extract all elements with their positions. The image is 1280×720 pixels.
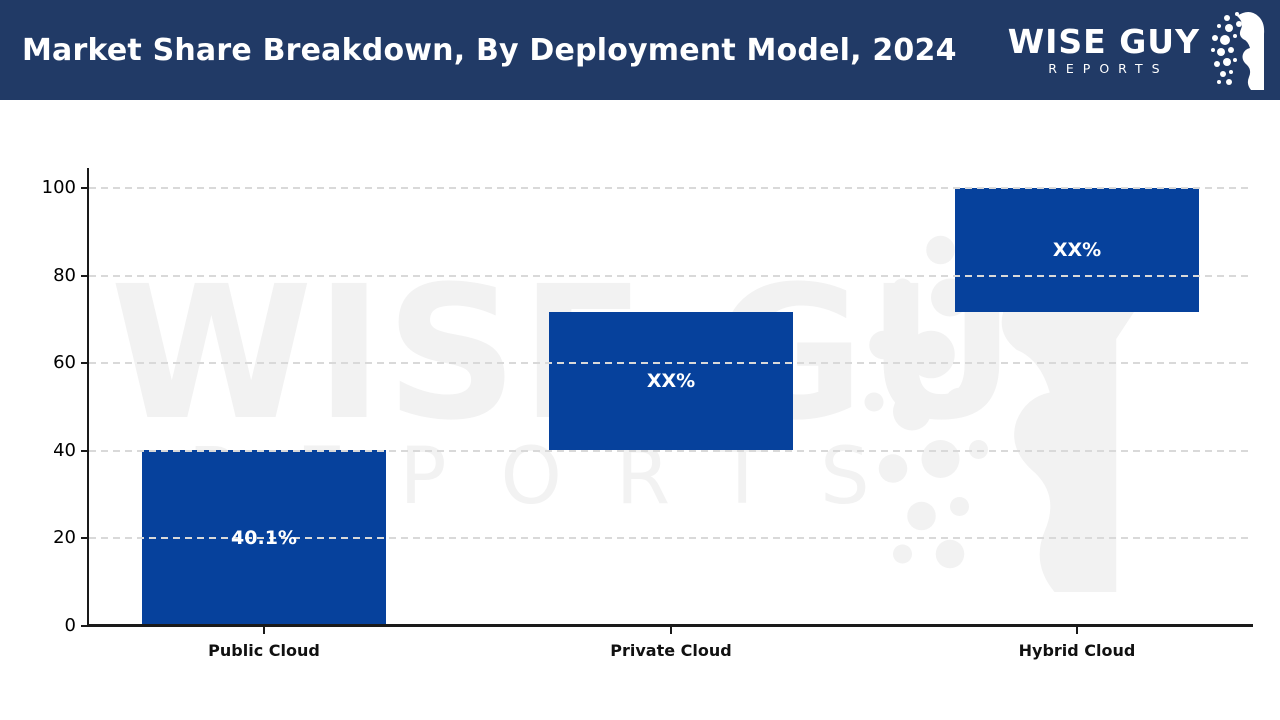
gridline xyxy=(89,449,1253,452)
logo-wordmark: WISE GUY xyxy=(1007,21,1200,61)
logo-text: WISE GUY REPORTS xyxy=(1007,21,1200,77)
y-tick-mark xyxy=(81,537,88,540)
y-tick-label: 80 xyxy=(53,264,76,286)
category-label: Hybrid Cloud xyxy=(1018,641,1136,660)
y-tick-label: 100 xyxy=(41,177,76,198)
y-tick-mark xyxy=(81,187,88,189)
logo-subtitle: REPORTS xyxy=(1048,61,1169,77)
wiseguy-face-icon xyxy=(1211,12,1265,90)
chart-title: Market Share Breakdown, By Deployment Mo… xyxy=(22,32,957,68)
bar xyxy=(955,188,1199,312)
x-tick-mark xyxy=(1076,627,1078,634)
category-label: Public Cloud xyxy=(208,641,320,660)
gridline xyxy=(89,187,1253,189)
x-tick-mark xyxy=(670,627,672,634)
y-axis-line xyxy=(87,168,89,627)
x-axis-line xyxy=(87,624,1253,627)
bar-value-label: XX% xyxy=(646,369,696,392)
bar xyxy=(549,311,793,451)
y-tick-label: 40 xyxy=(53,439,76,461)
y-tick-label: 20 xyxy=(53,527,76,549)
x-tick-mark xyxy=(263,627,265,634)
bar-value-label: 40.1% xyxy=(231,527,297,550)
gridline xyxy=(89,274,1253,277)
gridline xyxy=(89,362,1253,365)
y-tick-label: 60 xyxy=(53,352,76,374)
gridline xyxy=(89,537,1253,540)
y-tick-mark xyxy=(81,362,88,365)
y-tick-mark xyxy=(81,625,88,627)
bar-value-label: XX% xyxy=(1052,238,1102,261)
category-label: Private Cloud xyxy=(610,641,732,660)
y-tick-mark xyxy=(81,449,88,452)
y-tick-label: 0 xyxy=(64,615,76,636)
wiseguy-logo: WISE GUY REPORTS xyxy=(1008,10,1268,90)
y-tick-mark xyxy=(81,274,88,277)
header-bar: Market Share Breakdown, By Deployment Mo… xyxy=(0,0,1280,100)
